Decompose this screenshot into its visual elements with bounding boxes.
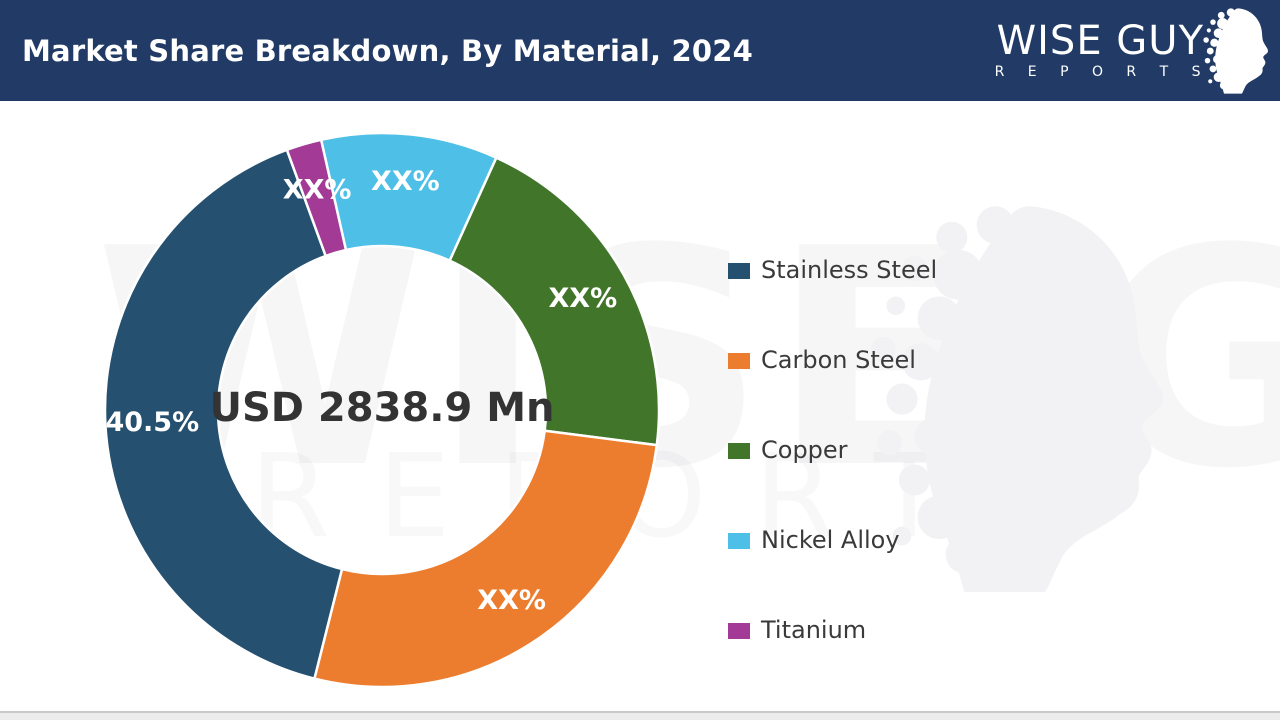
logo-wordmark: WISE GUY R E P O R T S [991,21,1210,80]
legend-item-stainless-steel: Stainless Steel [728,254,937,287]
slice-label-copper: XX% [548,283,617,314]
legend-label: Nickel Alloy [761,526,900,554]
legend-swatch-titanium [728,622,750,639]
slice-label-titanium: XX% [283,174,352,205]
header-bar: Market Share Breakdown, By Material, 202… [0,0,1280,101]
legend-swatch-nickel-alloy [728,532,750,549]
page-title: Market Share Breakdown, By Material, 202… [22,33,754,68]
legend-label: Copper [761,436,848,464]
legend-item-titanium: Titanium [728,614,937,647]
slice-label-stainless-steel: 40.5% [105,407,199,438]
chart-legend: Stainless Steel Carbon Steel Copper Nickel … [728,254,937,647]
slice-label-nickel-alloy: XX% [371,166,440,197]
legend-label: Carbon Steel [761,346,916,374]
donut-slice-copper [448,156,661,447]
donut-chart: XX% XX% XX% 40.5% XX% [103,131,661,689]
logo-line1: WISE GUY [996,18,1205,64]
logo-line2: R E P O R T S [994,64,1210,80]
legend-swatch-stainless-steel [728,262,750,279]
donut-slice-carbon-steel [313,429,659,689]
footer-bar [0,711,1280,720]
legend-label: Titanium [761,616,867,644]
donut-slice-stainless-steel [103,148,344,680]
donut-center-value: USD 2838.9 Mn [209,385,555,431]
legend-label: Stainless Steel [761,256,938,284]
legend-item-carbon-steel: Carbon Steel [728,344,937,377]
legend-swatch-copper [728,442,750,459]
wiseguy-logo: WISE GUY R E P O R T S [991,7,1274,95]
legend-swatch-carbon-steel [728,352,750,369]
legend-item-nickel-alloy: Nickel Alloy [728,524,937,557]
donut-slice-titanium [285,138,348,258]
legend-item-copper: Copper [728,434,937,467]
slice-label-carbon-steel: XX% [477,585,546,616]
